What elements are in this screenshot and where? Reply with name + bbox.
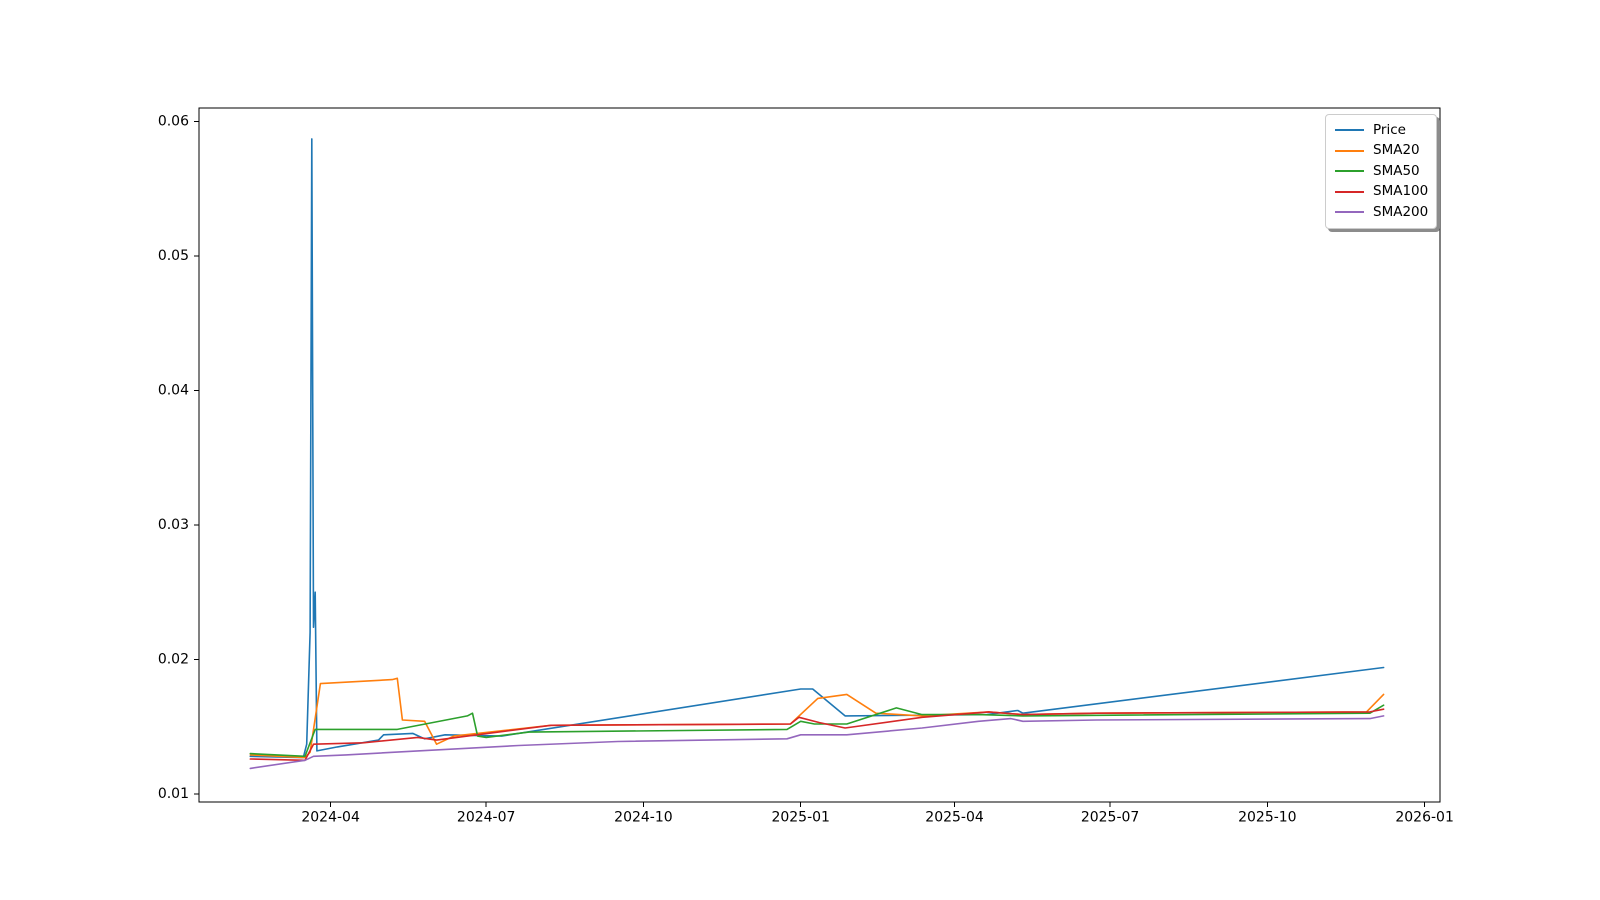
legend-item-price: Price bbox=[1335, 120, 1428, 141]
x-tick-label: 2025-01 bbox=[771, 810, 830, 826]
legend-line-swatch bbox=[1335, 170, 1364, 173]
y-tick-label: 0.01 bbox=[158, 786, 189, 802]
series-line-sma200 bbox=[249, 715, 1385, 770]
legend-line-swatch bbox=[1335, 211, 1364, 214]
legend-item-sma20: SMA20 bbox=[1335, 141, 1428, 162]
legend-line-swatch bbox=[1335, 149, 1364, 152]
legend-label: SMA20 bbox=[1373, 142, 1420, 158]
legend: Price SMA20 SMA50 SMA100 SMA200 bbox=[1325, 114, 1438, 229]
legend-item-sma100: SMA100 bbox=[1335, 182, 1428, 203]
series-line-price bbox=[249, 138, 1385, 759]
y-tick-label: 0.02 bbox=[158, 651, 189, 667]
x-tick-label: 2025-07 bbox=[1081, 810, 1140, 826]
legend-label: Price bbox=[1373, 121, 1406, 138]
x-tick-label: 2024-04 bbox=[301, 810, 360, 826]
series-line-sma20 bbox=[249, 677, 1385, 759]
x-tick-label: 2024-07 bbox=[457, 810, 516, 826]
x-tick-label: 2026-01 bbox=[1395, 810, 1454, 826]
axes-spines bbox=[198, 107, 1441, 803]
series-line-sma50 bbox=[249, 704, 1385, 758]
y-tick-label: 0.05 bbox=[158, 248, 189, 264]
legend-label: SMA50 bbox=[1373, 162, 1420, 179]
y-tick-label: 0.06 bbox=[158, 113, 189, 129]
x-tick-label: 2025-04 bbox=[925, 810, 984, 826]
legend-label: SMA100 bbox=[1373, 183, 1429, 199]
x-tick-label: 2024-10 bbox=[614, 810, 673, 826]
legend-label: SMA200 bbox=[1373, 203, 1429, 220]
series-line-sma100 bbox=[249, 708, 1385, 762]
y-tick-label: 0.03 bbox=[158, 517, 189, 533]
y-tick-label: 0.04 bbox=[158, 382, 189, 398]
legend-item-sma200: SMA200 bbox=[1335, 202, 1428, 223]
x-tick-label: 2025-10 bbox=[1238, 810, 1297, 826]
legend-line-swatch bbox=[1335, 129, 1364, 132]
legend-line-swatch bbox=[1335, 190, 1364, 193]
legend-item-sma50: SMA50 bbox=[1335, 161, 1428, 182]
